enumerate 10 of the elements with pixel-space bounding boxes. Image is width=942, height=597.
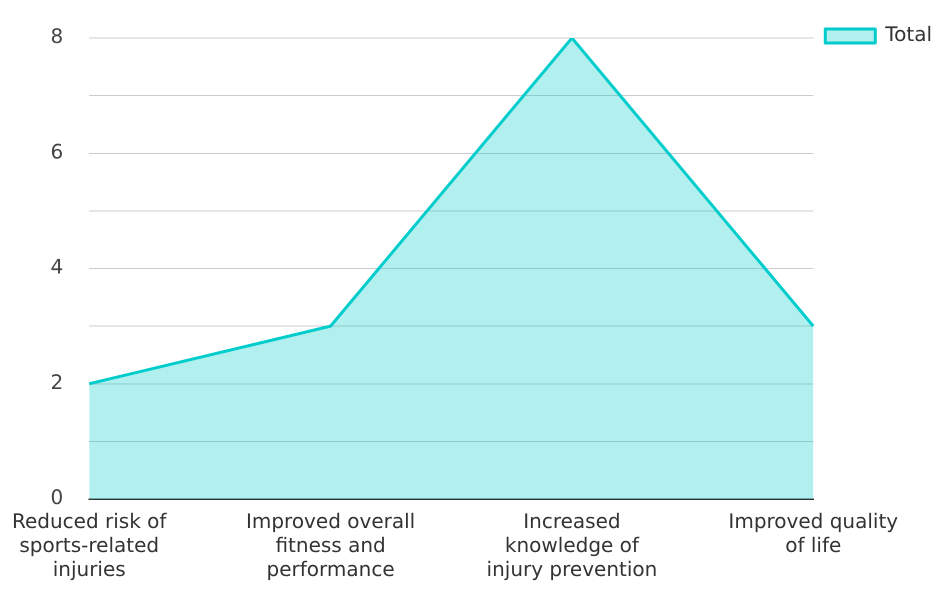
y-tick-label: 0	[50, 485, 64, 510]
x-tick-label: Improved quality of life	[728, 509, 898, 558]
y-tick-label: 6	[50, 139, 64, 164]
x-tick-label: Reduced risk of sports-related injuries	[12, 509, 168, 582]
y-tick-label: 4	[50, 254, 64, 279]
y-tick-label: 2	[50, 370, 64, 394]
y-tick-label: 8	[50, 24, 64, 48]
x-tick-label: Increased knowledge of injury prevention	[486, 509, 658, 582]
x-tick-label: Improved overall fitness and performance	[246, 509, 416, 582]
legend-label: Total	[884, 22, 932, 46]
